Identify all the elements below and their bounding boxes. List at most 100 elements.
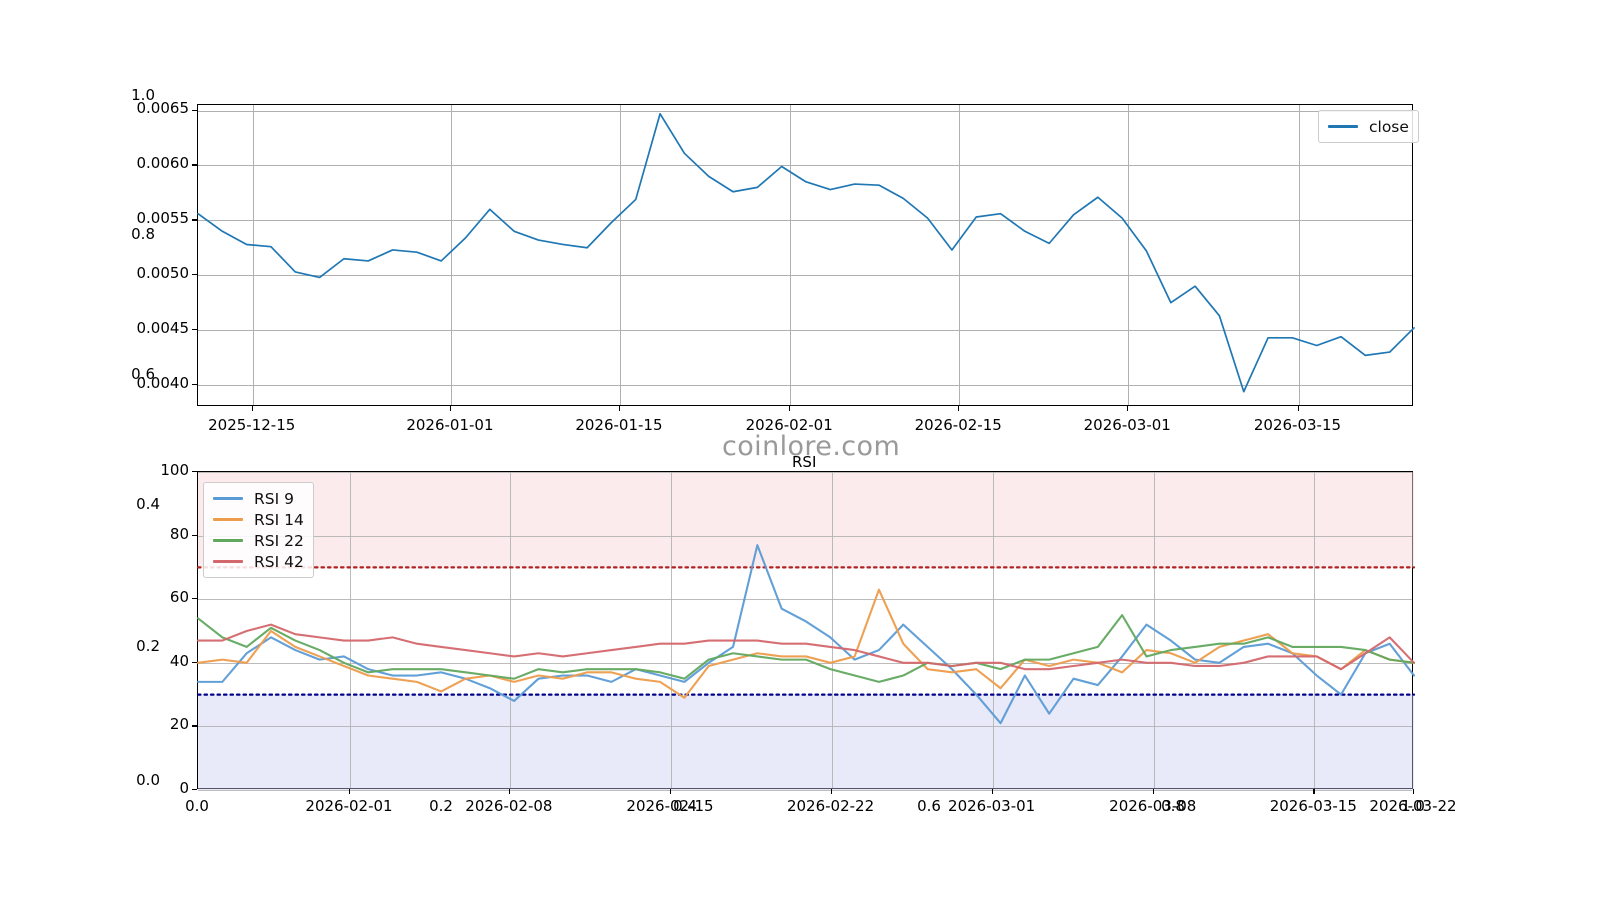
price-x-tick-label: 2026-02-01 [745,416,833,434]
price-gridline-h [198,110,1412,112]
price-line-chart [197,112,1415,393]
rsi-y-tick-label: 80 [169,524,189,543]
rsi-y-tick-mark [192,471,197,473]
rsi-title: RSI [792,453,817,471]
price-gridline-v [790,105,792,405]
rsi-x-tick-mark [991,789,993,794]
price-gridline-v [1128,105,1130,405]
rsi-overlay-x-tick-label: 0.0 [185,797,209,815]
rsi-y-tick-label: 40 [169,651,189,670]
rsi-y-tick-mark [192,661,197,664]
price-x-tick-mark [1127,406,1129,411]
price-gridline-v [450,105,452,405]
price-x-tick-mark [1297,406,1299,411]
rsi-overlay-x-tick-label: 0.8 [1161,797,1185,815]
legend-item-rsi-42: RSI 42 [213,551,304,572]
rsi-overlay-y-tick-label: 0.0 [136,771,160,789]
price-x-tick-mark [251,406,253,411]
price-gridline-h [198,220,1412,222]
rsi-x-tick-label: 2026-03-08 [1109,797,1197,815]
price-x-tick-mark [449,406,452,411]
legend-label: RSI 22 [254,531,304,550]
price-gridline-h [198,385,1412,386]
price-gridline-h [198,330,1412,332]
price-x-tick-mark [789,406,791,411]
rsi-gridline-h [198,599,1412,601]
price-overlay-y-tick-label: 0.6 [131,365,155,383]
rsi-y-tick-mark [192,725,197,727]
legend-swatch-rsi-22 [213,538,243,543]
rsi-legend: RSI 9 RSI 14 RSI 22 RSI 42 [203,482,314,578]
price-x-tick-label: 2026-03-01 [1083,416,1171,434]
rsi-x-tick-label: 2026-02-22 [786,797,875,815]
rsi-overlay-x-tick-label: 0.6 [917,797,941,815]
price-y-tick-label: 0.0040 [136,374,190,393]
rsi-y-tick-label: 100 [160,461,189,479]
legend-label: RSI 14 [254,510,304,529]
legend-label: RSI 42 [254,552,304,571]
legend-swatch-rsi-42 [213,559,243,564]
price-gridline-v [620,105,621,405]
rsi-x-tick-label: 2026-02-01 [305,797,393,815]
legend-item-rsi-9: RSI 9 [213,488,304,509]
rsi-x-tick-mark [349,789,351,794]
price-y-tick-mark [192,384,197,386]
price-gridline-h [198,275,1412,277]
price-gridline-h [198,165,1412,167]
rsi-overlay-y-tick-label: 0.4 [136,495,160,513]
rsi-gridline-h [198,535,1412,537]
rsi-gridline-v [831,472,833,788]
rsi-y-tick-mark [192,789,197,791]
rsi-overlay-x-tick-label: 0.4 [673,797,697,815]
legend-label: RSI 9 [254,489,294,508]
legend-swatch-rsi-14 [213,517,243,522]
watermark: coinlore.com [722,431,901,462]
price-chart-panel [197,104,1415,406]
rsi-overlay-x-tick-label: 1.0 [1401,797,1425,815]
price-x-tick-label: 2025-12-15 [208,416,296,434]
rsi-gridline-v [350,472,351,788]
rsi-y-tick-mark [192,534,197,536]
legend-swatch-rsi-9 [213,496,243,501]
rsi-x-tick-label: 2026-03-01 [948,797,1036,815]
price-y-tick-label: 0.0060 [136,154,190,173]
rsi-gridline-h [198,472,1412,473]
price-legend: close [1318,110,1419,143]
legend-item-close: close [1328,116,1409,137]
price-y-tick-mark [192,219,197,221]
price-y-tick-label: 0.0065 [136,99,190,118]
rsi-line-chart [196,544,1416,725]
price-x-tick-mark [619,406,621,411]
price-y-tick-mark [192,164,197,166]
rsi-y-tick-mark [192,598,197,600]
price-y-tick-mark [192,329,197,331]
price-gridline-v [959,105,961,405]
rsi-y-tick-label: 60 [169,588,189,607]
rsi-overlay-x-tick-label: 0.2 [429,797,453,815]
legend-label: close [1369,117,1409,136]
rsi-x-tick-mark [1313,789,1315,794]
rsi-x-tick-mark [1413,789,1415,794]
rsi-gridline-h [198,790,1412,791]
price-gridline-v [1298,105,1300,405]
price-y-tick-mark [192,109,197,111]
price-overlay-y-tick-label: 0.8 [131,225,155,243]
price-overlay-y-tick-label: 1.0 [131,86,155,104]
price-gridline-v [252,105,254,405]
rsi-x-tick-label: 2026-03-22 [1369,797,1457,815]
price-y-tick-label: 0.0055 [136,209,190,228]
price-y-tick-label: 0.0045 [136,319,190,338]
rsi-shaded-bands [198,472,1414,790]
rsi-overlay-y-tick-label: 0.2 [136,637,160,655]
rsi-y-tick-label: 0 [179,779,189,797]
rsi-gridline-h [198,662,1412,664]
rsi-gridline-v [992,472,994,788]
rsi-x-tick-label: 2026-02-08 [465,797,553,815]
rsi-chart-panel [196,471,1416,791]
price-x-tick-mark [958,406,960,411]
rsi-gridline-v [1314,472,1316,788]
price-x-tick-label: 2026-01-15 [575,416,663,434]
price-x-tick-label: 2026-03-15 [1253,416,1342,434]
legend-item-rsi-14: RSI 14 [213,509,304,530]
